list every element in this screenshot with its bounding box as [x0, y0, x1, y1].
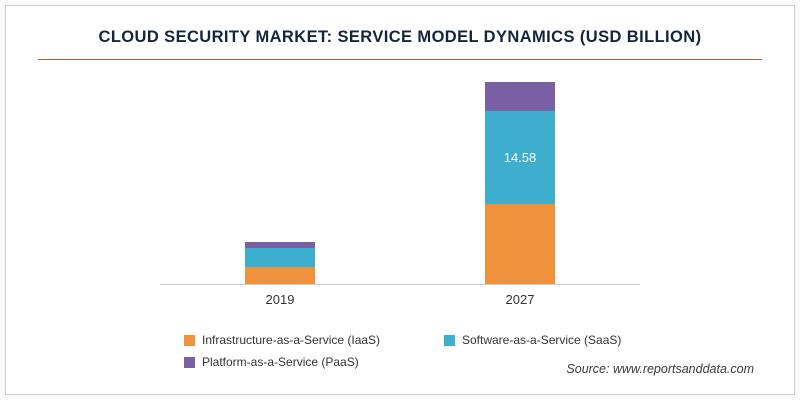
stacked-bar-2027: 14.58: [485, 81, 555, 284]
legend-swatch-icon: [184, 334, 195, 346]
chart-title: CLOUD SECURITY MARKET: SERVICE MODEL DYN…: [98, 28, 702, 46]
x-axis-label: 2019: [265, 292, 295, 307]
x-axis-label: 2027: [505, 292, 535, 307]
chart-card: CLOUD SECURITY MARKET: SERVICE MODEL DYN…: [5, 5, 795, 395]
legend-label: Infrastructure-as-a-Service (IaaS): [202, 333, 381, 347]
chart-legend: Infrastructure-as-a-Service (IaaS) Softwa…: [184, 333, 794, 369]
bar-segment: [485, 81, 555, 112]
legend-item: Infrastructure-as-a-Service (IaaS): [184, 333, 444, 347]
source-text: Source: www.reportsanddata.com: [566, 362, 754, 376]
legend-item: Platform-as-a-Service (PaaS): [184, 355, 444, 369]
legend-item: Software-as-a-Service (SaaS): [444, 333, 794, 347]
stacked-bar-2019: [245, 242, 315, 284]
title-divider: [38, 59, 762, 60]
x-axis-labels: 2019 2027: [160, 285, 640, 307]
plot-wrap: 14.58 2019 2027: [160, 74, 640, 307]
bar-segment: [245, 248, 315, 267]
bar-slot-2019: [160, 74, 400, 284]
data-label: 14.58: [503, 149, 537, 165]
legend-label: Software-as-a-Service (SaaS): [462, 333, 622, 347]
legend-swatch-icon: [184, 356, 195, 368]
bar-segment: [245, 266, 315, 284]
bar-slot-2027: 14.58: [400, 74, 640, 284]
bar-segment: 14.58: [485, 111, 555, 204]
bar-segment: [245, 242, 315, 249]
bar-segment: [485, 203, 555, 284]
legend-label: Platform-as-a-Service (PaaS): [202, 355, 359, 369]
legend-swatch-icon: [444, 334, 455, 346]
plot-area: 14.58: [160, 74, 640, 285]
